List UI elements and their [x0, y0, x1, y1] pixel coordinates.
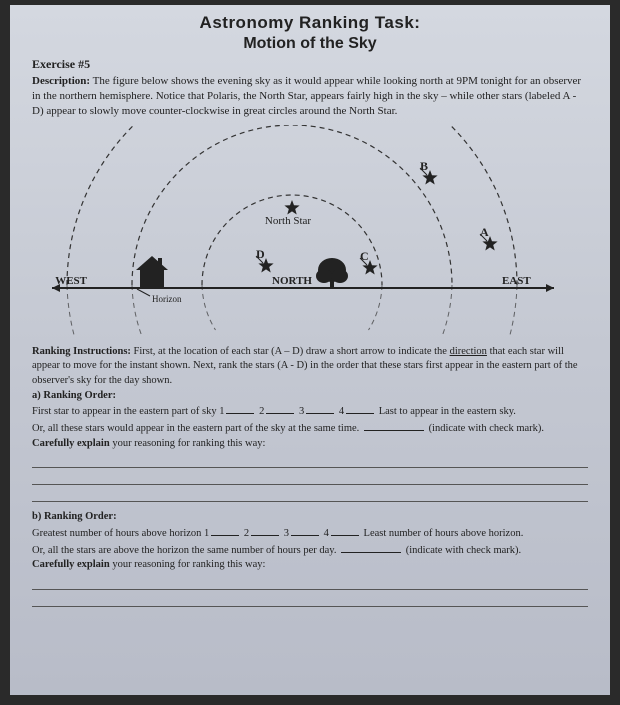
blank-label-3b: 3 [284, 528, 289, 539]
blank-label-2b: 2 [244, 528, 249, 539]
part-a: a) Ranking Order: First star to appear i… [32, 389, 588, 503]
part-b-or-text: Or, all the stars are above the horizon … [32, 545, 336, 556]
part-b: b) Ranking Order: Greatest number of hou… [32, 510, 588, 607]
north-star-marker: North Star [265, 200, 311, 227]
ranking-instructions: Ranking Instructions: First, at the loca… [32, 345, 588, 389]
writing-line-a3[interactable] [32, 487, 588, 502]
blank-b-check[interactable] [341, 542, 401, 553]
blank-b4[interactable] [331, 525, 359, 536]
part-b-suffix: Least number of hours above horizon. [364, 528, 524, 539]
part-a-explain: Carefully explain your reasoning for ran… [32, 437, 588, 452]
tree-icon [316, 258, 348, 288]
blank-label-2: 2 [259, 406, 264, 417]
part-b-heading: b) Ranking Order: [32, 510, 588, 525]
description-text: The figure below shows the evening sky a… [32, 75, 581, 117]
part-b-explain: Carefully explain your reasoning for ran… [32, 558, 588, 573]
part-a-explain-suffix: your reasoning for ranking this way: [110, 438, 266, 449]
sky-diagram: North Star A B C D WEST NORTH EAST Horizon [32, 125, 588, 335]
part-a-explain-label: Carefully explain [32, 438, 110, 449]
description-label: Description: [32, 75, 90, 87]
svg-text:A: A [480, 225, 489, 239]
page-subtitle: Motion of the Sky [32, 35, 588, 53]
instructions-text1: First, at the location of each star (A –… [134, 346, 450, 357]
part-b-indicate: (indicate with check mark). [406, 545, 521, 556]
svg-text:D: D [256, 247, 265, 261]
svg-text:North Star: North Star [265, 215, 311, 227]
part-a-prefix: First star to appear in the eastern part… [32, 406, 224, 417]
part-b-ranking-line: Greatest number of hours above horizon 1… [32, 525, 588, 542]
writing-line-a2[interactable] [32, 470, 588, 485]
blank-label-4: 4 [339, 406, 344, 417]
blank-a1[interactable] [226, 403, 254, 414]
blank-label-3: 3 [299, 406, 304, 417]
part-a-ranking-line: First star to appear in the eastern part… [32, 403, 588, 420]
writing-line-b2[interactable] [32, 592, 588, 607]
svg-text:Horizon: Horizon [152, 294, 182, 304]
part-a-indicate: (indicate with check mark). [429, 423, 544, 434]
part-a-suffix: Last to appear in the eastern sky. [379, 406, 516, 417]
house-icon [136, 256, 168, 288]
writing-line-b1[interactable] [32, 575, 588, 590]
blank-a3[interactable] [306, 403, 334, 414]
instructions-heading: Ranking Instructions: [32, 346, 131, 357]
horizon-labels: WEST NORTH EAST Horizon [55, 275, 531, 304]
blank-a-check[interactable] [364, 420, 424, 431]
blank-b3[interactable] [291, 525, 319, 536]
blank-label-4b: 4 [324, 528, 329, 539]
description-block: Description: The figure below shows the … [32, 74, 588, 119]
exercise-number: Exercise #5 [32, 57, 588, 72]
worksheet-page: Astronomy Ranking Task: Motion of the Sk… [10, 5, 610, 695]
svg-text:B: B [420, 159, 428, 173]
part-a-or-line: Or, all these stars would appear in the … [32, 420, 588, 437]
part-b-explain-suffix: your reasoning for ranking this way: [110, 559, 266, 570]
part-b-or-line: Or, all the stars are above the horizon … [32, 542, 588, 559]
part-b-prefix: Greatest number of hours above horizon 1 [32, 528, 209, 539]
star-arcs [67, 125, 517, 335]
svg-text:C: C [360, 249, 369, 263]
blank-b1[interactable] [211, 525, 239, 536]
svg-text:WEST: WEST [55, 275, 87, 287]
blank-a4[interactable] [346, 403, 374, 414]
page-title: Astronomy Ranking Task: [32, 13, 588, 33]
part-a-heading: a) Ranking Order: [32, 389, 588, 404]
blank-a2[interactable] [266, 403, 294, 414]
svg-text:NORTH: NORTH [272, 275, 312, 287]
blank-b2[interactable] [251, 525, 279, 536]
instructions-underlined: direction [450, 346, 487, 357]
svg-text:EAST: EAST [502, 275, 531, 287]
writing-line-a1[interactable] [32, 453, 588, 468]
part-a-or-text: Or, all these stars would appear in the … [32, 423, 359, 434]
part-b-explain-label: Carefully explain [32, 559, 110, 570]
